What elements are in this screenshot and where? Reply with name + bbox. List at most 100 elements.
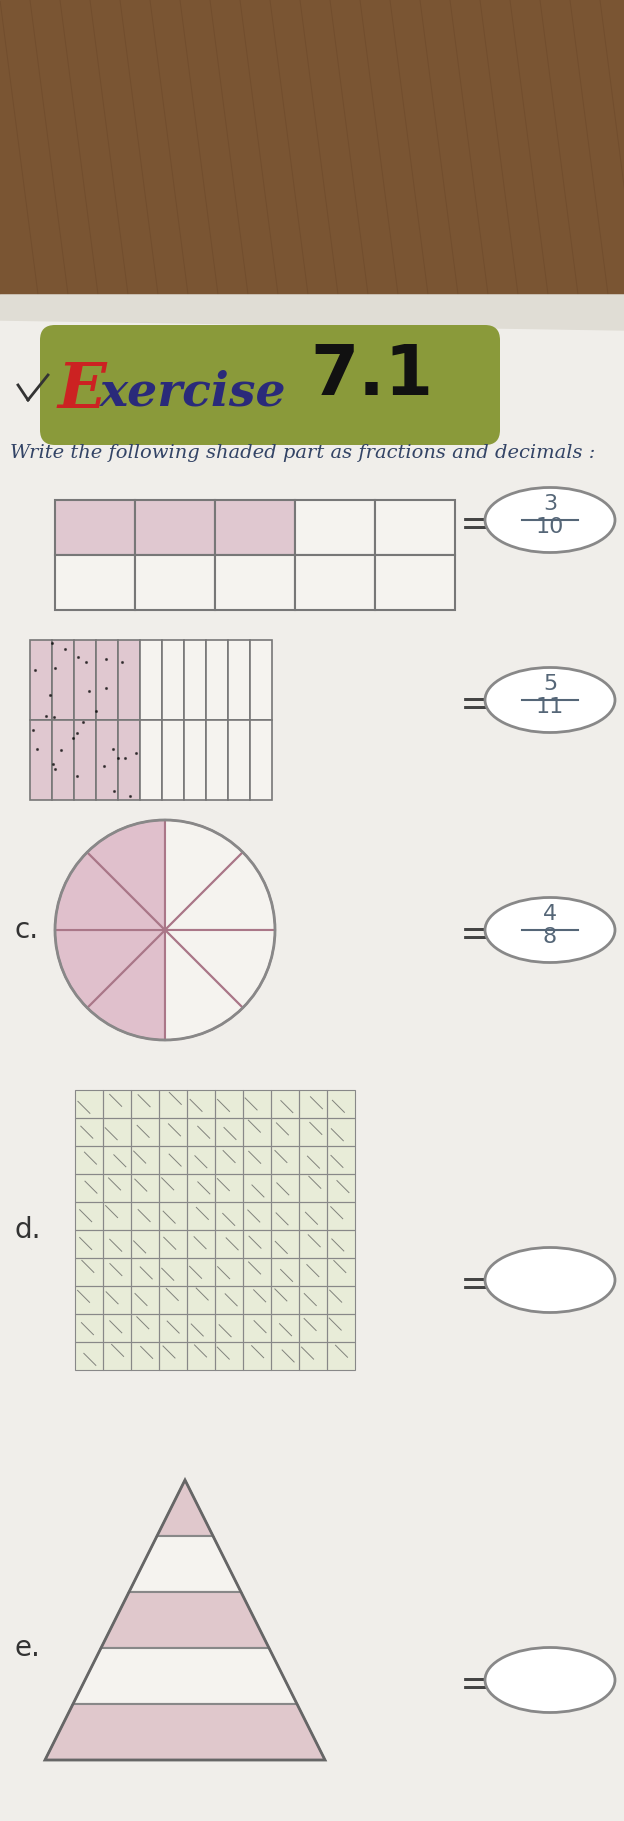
Bar	[187, 1091, 215, 1118]
Bar	[75, 1091, 355, 1369]
Bar	[131, 1145, 159, 1175]
Bar	[159, 1091, 187, 1118]
Bar	[228, 639, 250, 719]
Bar	[75, 1202, 103, 1229]
Bar	[159, 1258, 187, 1286]
Bar	[299, 1202, 327, 1229]
Bar	[135, 501, 215, 555]
Polygon shape	[73, 1648, 297, 1704]
Bar	[187, 1118, 215, 1145]
Bar	[52, 719, 74, 799]
Bar	[271, 1175, 299, 1202]
Bar	[74, 639, 96, 719]
Wedge shape	[165, 931, 243, 1040]
Bar	[131, 1258, 159, 1286]
Ellipse shape	[485, 1648, 615, 1712]
Bar	[131, 1202, 159, 1229]
Bar	[299, 1118, 327, 1145]
Polygon shape	[45, 1704, 325, 1761]
Bar	[131, 1229, 159, 1258]
Text: xercise: xercise	[100, 370, 286, 415]
Bar	[271, 1202, 299, 1229]
Bar	[299, 1175, 327, 1202]
Bar	[30, 639, 52, 719]
Bar	[243, 1342, 271, 1369]
Bar	[187, 1315, 215, 1342]
Bar	[375, 555, 455, 610]
Bar	[271, 1118, 299, 1145]
Bar	[375, 501, 455, 555]
Bar	[131, 1286, 159, 1315]
Bar	[131, 1091, 159, 1118]
Ellipse shape	[485, 488, 615, 552]
Bar	[327, 1202, 355, 1229]
FancyBboxPatch shape	[40, 324, 500, 444]
Bar	[215, 1145, 243, 1175]
Bar	[327, 1286, 355, 1315]
Bar	[184, 639, 206, 719]
Text: c.: c.	[15, 916, 39, 943]
Bar	[243, 1229, 271, 1258]
Bar	[159, 1175, 187, 1202]
Bar	[159, 1145, 187, 1175]
Bar	[215, 1118, 243, 1145]
Bar	[243, 1286, 271, 1315]
Bar	[131, 1118, 159, 1145]
Bar	[75, 1315, 103, 1342]
Bar	[206, 719, 228, 799]
Bar	[159, 1286, 187, 1315]
Bar	[271, 1258, 299, 1286]
Bar	[162, 639, 184, 719]
Bar	[131, 1175, 159, 1202]
Ellipse shape	[485, 668, 615, 732]
Bar	[187, 1286, 215, 1315]
Text: Write the following shaded part as fractions and decimals :: Write the following shaded part as fract…	[10, 444, 595, 463]
Text: =: =	[460, 1666, 492, 1704]
Bar	[327, 1229, 355, 1258]
Bar	[243, 1175, 271, 1202]
Bar	[187, 1175, 215, 1202]
Bar	[184, 719, 206, 799]
Text: =: =	[460, 506, 492, 544]
Bar	[215, 1202, 243, 1229]
Bar	[103, 1091, 131, 1118]
Text: d.: d.	[15, 1216, 42, 1244]
Bar	[140, 639, 162, 719]
Text: 7.1: 7.1	[310, 342, 433, 410]
Bar	[187, 1258, 215, 1286]
Bar	[215, 1175, 243, 1202]
Bar	[187, 1229, 215, 1258]
Bar	[75, 1229, 103, 1258]
Bar	[243, 1258, 271, 1286]
Bar	[299, 1315, 327, 1342]
Bar	[103, 1175, 131, 1202]
Bar	[295, 501, 375, 555]
Bar	[327, 1315, 355, 1342]
Bar	[215, 1091, 243, 1118]
Bar	[187, 1145, 215, 1175]
Bar	[131, 1315, 159, 1342]
Bar	[243, 1202, 271, 1229]
Wedge shape	[55, 852, 165, 931]
Bar	[103, 1258, 131, 1286]
Bar	[243, 1315, 271, 1342]
Bar	[0, 0, 624, 310]
Text: 4: 4	[543, 903, 557, 923]
Text: 11: 11	[536, 697, 564, 717]
Bar	[299, 1145, 327, 1175]
Bar	[299, 1286, 327, 1315]
Bar	[103, 1286, 131, 1315]
Text: 5: 5	[543, 674, 557, 694]
Bar	[96, 719, 118, 799]
Bar	[327, 1342, 355, 1369]
Polygon shape	[129, 1535, 241, 1592]
Ellipse shape	[485, 898, 615, 963]
Bar	[271, 1091, 299, 1118]
Bar	[299, 1258, 327, 1286]
Bar	[243, 1118, 271, 1145]
Bar	[103, 1229, 131, 1258]
Bar	[243, 1145, 271, 1175]
Bar	[327, 1175, 355, 1202]
Bar	[30, 719, 52, 799]
Bar	[187, 1342, 215, 1369]
